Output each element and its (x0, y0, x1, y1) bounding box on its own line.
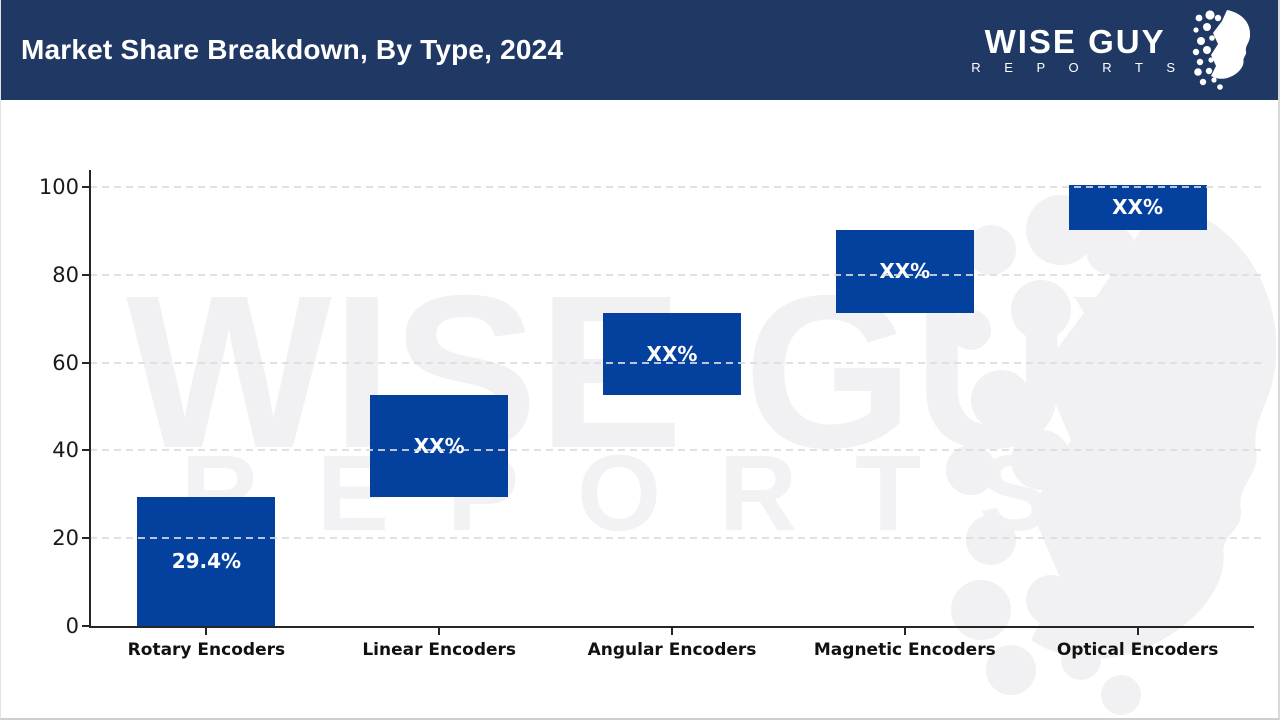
y-axis-tick-label: 60 (52, 350, 79, 375)
brand-name: WISE GUY (984, 23, 1166, 60)
x-axis-line (89, 626, 1254, 628)
x-axis-category-label: Optical Encoders (1056, 640, 1219, 660)
bar-value-label: XX% (413, 434, 465, 458)
x-axis-tick-mark (438, 627, 441, 635)
bar-value-label: 29.4% (171, 549, 242, 574)
bar-magnetic-encoders: XX% (835, 229, 974, 313)
y-axis-tick-label: 20 (52, 526, 79, 551)
bar-value-label: XX% (1112, 195, 1164, 220)
x-axis-category-label: Magnetic Encoders (813, 640, 996, 660)
y-axis-tick-mark (82, 625, 90, 627)
x-axis-tick-mark (903, 627, 906, 635)
y-axis-tick-mark (82, 186, 90, 188)
bar-optical-encoders: XX% (1068, 184, 1207, 230)
watermark-face-logo (946, 195, 1277, 715)
brand-logo-text: WISE GUY R E P O R T S (965, 25, 1185, 75)
bar-angular-encoders: XX% (603, 312, 741, 396)
x-axis-category-label: Angular Encoders (587, 640, 757, 660)
x-axis-category-label: Rotary Encoders (127, 640, 286, 660)
bar-rotary-encoders: 29.4% (137, 496, 276, 626)
bar-value-label: XX% (879, 259, 931, 284)
bar-value-label: XX% (646, 342, 698, 367)
bar-linear-encoders: XX% (370, 395, 509, 497)
page-title: Market Share Breakdown, By Type, 2024 (21, 34, 564, 65)
y-axis-tick-mark (82, 449, 90, 452)
watermark-reports: REPORTS (181, 432, 1110, 553)
brand-subtitle: R E P O R T S (971, 60, 1185, 75)
y-axis-tick-mark (82, 537, 90, 540)
y-axis-line (89, 170, 91, 628)
y-axis-tick-mark (82, 361, 90, 364)
x-axis-tick-mark (671, 627, 673, 635)
brand-face-icon (1192, 10, 1251, 90)
y-axis-tick-mark (82, 273, 90, 276)
x-axis-tick-mark (1136, 627, 1139, 635)
y-axis-tick-label: 0 (65, 614, 79, 638)
header-bar: Market Share Breakdown, By Type, 2024 WI… (1, 0, 1278, 100)
y-axis-tick-label: 40 (52, 438, 79, 463)
brand-logo: WISE GUY R E P O R T S (965, 8, 1253, 92)
y-axis-tick-label: 100 (38, 175, 79, 199)
y-axis-tick-label: 80 (52, 262, 79, 287)
x-axis-tick-mark (205, 627, 208, 635)
x-axis-category-label: Linear Encoders (362, 640, 517, 660)
